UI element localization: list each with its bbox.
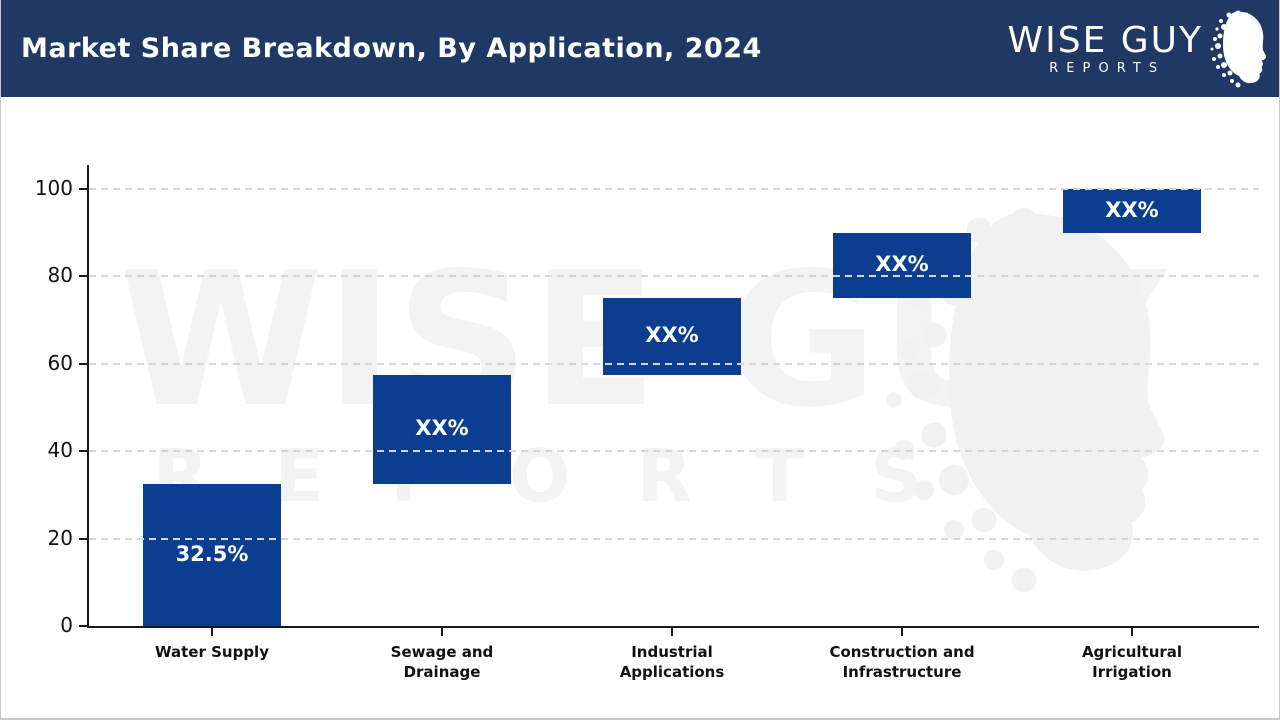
y-axis-line <box>87 165 89 628</box>
logo-wordmark-line1: WISE GUY <box>1007 19 1203 61</box>
y-axis-tick <box>79 450 87 453</box>
y-axis-tick-label: 60 <box>47 350 73 375</box>
y-axis-tick <box>79 188 87 190</box>
bar-value-label: XX% <box>1105 197 1159 222</box>
bar-water-supply <box>143 483 281 626</box>
y-axis-tick <box>79 362 87 365</box>
bar-agricultural-irrigation <box>1063 189 1201 233</box>
y-axis-tick-label: 100 <box>34 176 73 200</box>
x-axis-tick <box>441 628 443 636</box>
logo-wordmark: WISE GUY REPORTS <box>1007 19 1204 77</box>
x-axis-category-label: Construction and Infrastructure <box>829 643 975 682</box>
y-axis-tick-label: 40 <box>47 438 73 463</box>
y-axis-tick <box>79 275 87 278</box>
y-axis-tick <box>79 625 87 627</box>
gridline-100 <box>89 188 1259 190</box>
x-axis-tick <box>211 628 213 636</box>
y-axis-tick-label: 80 <box>47 263 73 288</box>
x-axis-category-label: Industrial Applications <box>619 643 725 682</box>
logo-wordmark-line2: REPORTS <box>1049 61 1166 77</box>
gridline-40 <box>89 450 1259 453</box>
bar-value-label: XX% <box>875 252 929 277</box>
logo-face-icon <box>1207 9 1267 89</box>
x-axis-category-label: Sewage and Drainage <box>390 643 494 682</box>
y-axis-tick-label: 20 <box>47 525 73 550</box>
bar-construction-and-infrastructure <box>833 232 971 299</box>
x-axis-tick <box>1131 628 1133 636</box>
bar-value-label: XX% <box>415 416 469 441</box>
bar-value-label: 32.5% <box>175 541 249 566</box>
bar-industrial-applications <box>603 298 741 375</box>
x-axis-category-label: Agricultural Irrigation <box>1081 643 1183 682</box>
y-axis-tick-label: 0 <box>60 613 73 637</box>
x-axis-line <box>87 626 1259 628</box>
page-title: Market Share Breakdown, By Application, … <box>21 33 762 64</box>
y-axis-tick <box>79 537 87 540</box>
x-axis-tick <box>671 628 673 636</box>
bar-value-label: XX% <box>645 323 699 348</box>
header: Market Share Breakdown, By Application, … <box>1 0 1279 97</box>
x-axis-tick <box>901 628 903 636</box>
gridline-60 <box>89 362 1259 365</box>
gridline-80 <box>89 275 1259 278</box>
bar-sewage-and-drainage <box>373 374 511 484</box>
x-axis-category-label: Water Supply <box>155 643 269 661</box>
brand-logo: WISE GUY REPORTS <box>1008 6 1268 92</box>
gridline-20 <box>89 537 1259 540</box>
